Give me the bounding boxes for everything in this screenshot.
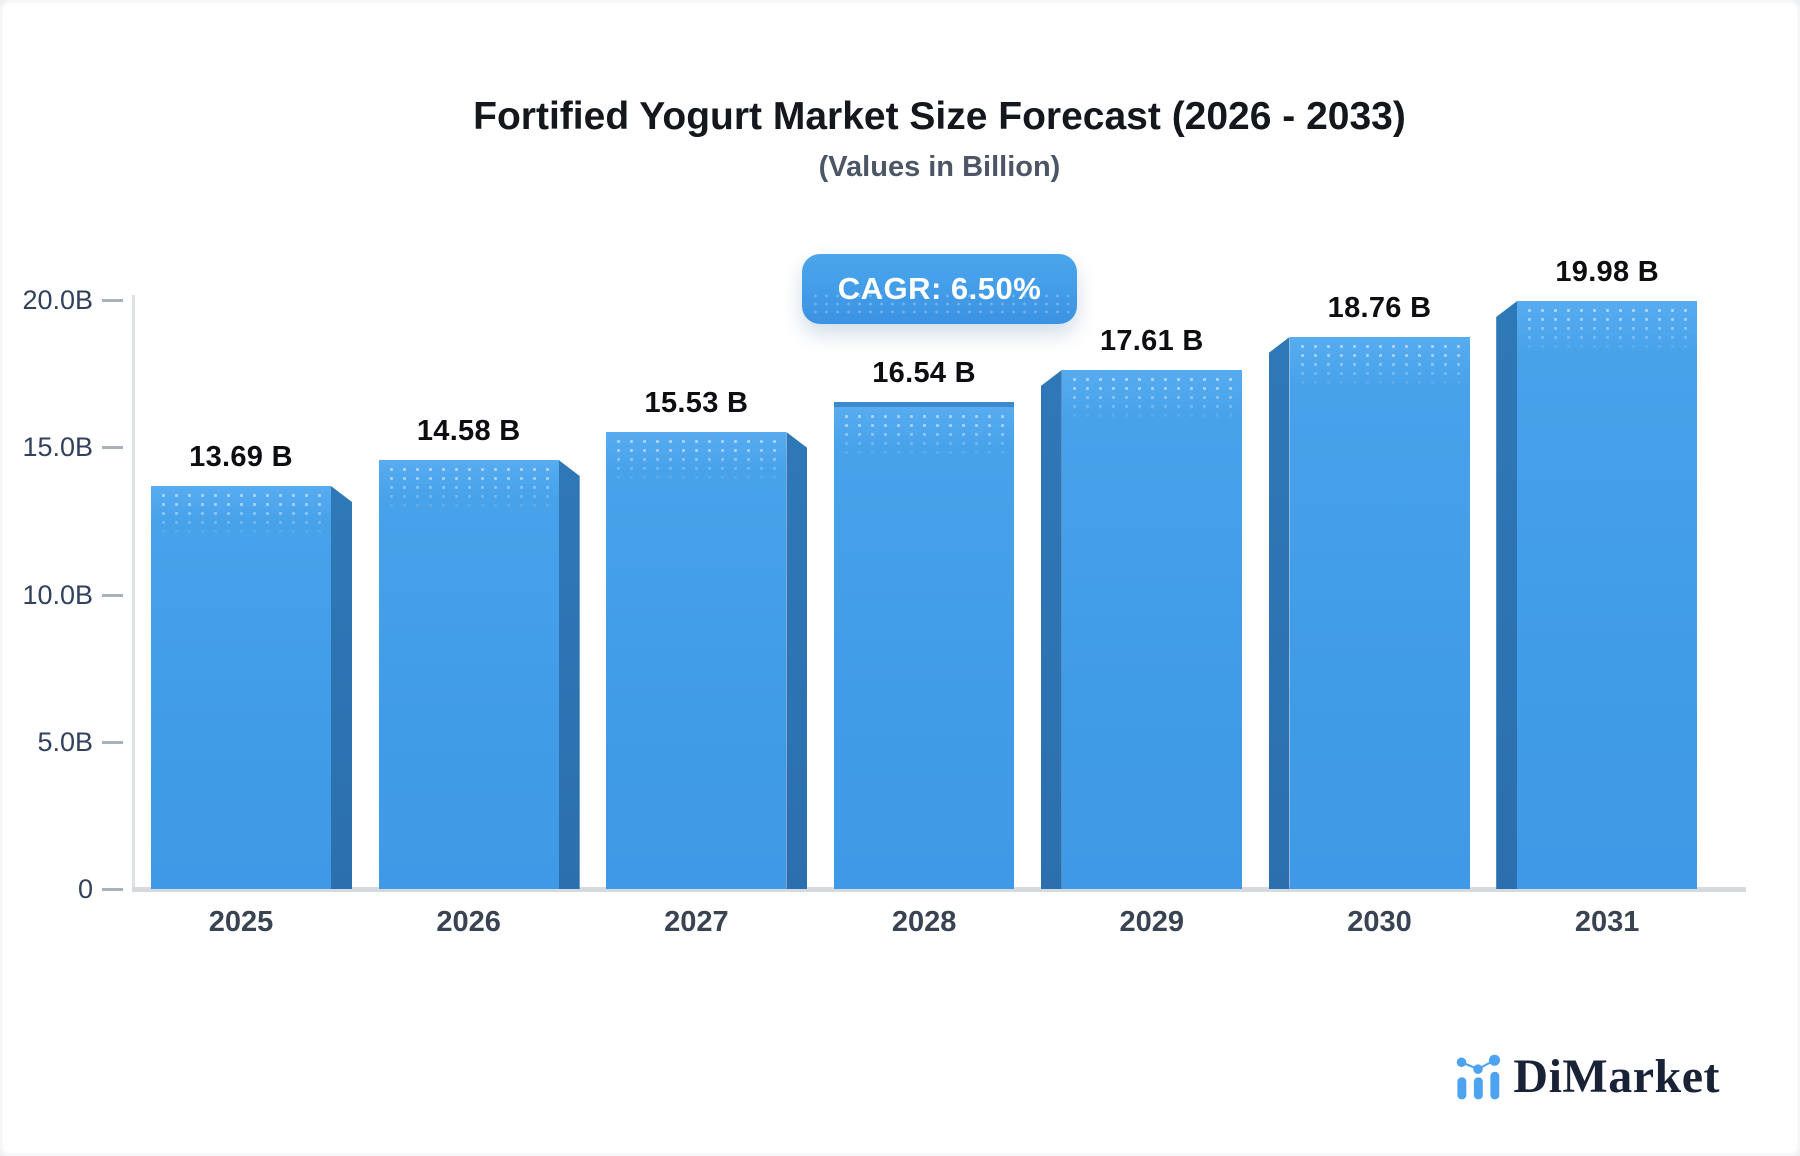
bar-3d-side: [1268, 337, 1290, 889]
x-axis-label: 2031: [1574, 906, 1640, 938]
bar-face: [834, 402, 1015, 889]
y-tick-mark: [102, 446, 123, 450]
bar-2031[interactable]: [1496, 301, 1698, 889]
bar-3d-side: [558, 460, 580, 889]
bar-3d-side: [786, 432, 808, 889]
bar-2025[interactable]: [151, 486, 352, 889]
bar-value-label: 13.69 B: [189, 441, 293, 473]
y-tick-label: 10.0B: [22, 579, 93, 610]
bar-value-label: 16.54 B: [872, 357, 976, 389]
bar-face: [151, 486, 331, 889]
cagr-badge-wrap: CAGR: 6.50%: [133, 254, 1746, 329]
x-axis-label: 2025: [208, 906, 274, 938]
y-tick-mark: [102, 740, 123, 744]
bar-value-label: 15.53 B: [644, 387, 749, 419]
y-tick-label: 0: [77, 874, 93, 904]
bar-2027[interactable]: [606, 432, 808, 889]
bar-2030[interactable]: [1268, 337, 1470, 889]
x-axis-baseline: [132, 887, 1746, 892]
plot-area: 0 5.0B 10.0B 15.0B 20.0B 13.69 B 2025 14.58 B 20…: [22, 253, 1746, 938]
bar-value-label: 18.76 B: [1327, 292, 1432, 324]
bar-2026[interactable]: [378, 460, 580, 889]
y-axis-line: [132, 295, 135, 891]
bar-3d-side: [1040, 370, 1062, 889]
y-tick-label: 20.0B: [22, 285, 93, 315]
mini-bar-chart-icon: [1457, 1054, 1501, 1100]
bar-value-label: 17.61 B: [1099, 325, 1204, 357]
bar-face: [1517, 301, 1698, 889]
bar-2029[interactable]: [1040, 370, 1242, 889]
x-axis-label: 2027: [664, 906, 729, 938]
y-tick-mark: [102, 299, 123, 302]
bar-value-label: 19.98 B: [1555, 256, 1660, 288]
y-tick-label: 15.0B: [22, 432, 93, 463]
chart-title: Fortified Yogurt Market Size Forecast (2…: [473, 95, 1406, 138]
bar-value-label: 14.58 B: [416, 415, 521, 447]
cagr-badge: CAGR: 6.50%: [801, 254, 1078, 324]
y-tick-mark: [102, 593, 123, 597]
brand-logo: DiMarket: [1456, 1051, 1720, 1101]
y-tick-mark: [102, 888, 123, 891]
x-axis-label: 2028: [891, 906, 957, 938]
x-axis-label: 2029: [1119, 906, 1185, 938]
chart-subtitle: (Values in Billion): [818, 151, 1061, 183]
bar-face: [1289, 337, 1470, 889]
bar-3d-side: [331, 486, 352, 889]
bar-3d-side: [1496, 301, 1518, 889]
bar-face: [378, 460, 559, 889]
y-tick-label: 5.0B: [37, 726, 93, 757]
bar-face: [1061, 370, 1242, 889]
brand-name: DiMarket: [1513, 1050, 1720, 1103]
bar-2028[interactable]: [834, 402, 1015, 889]
x-axis-label: 2026: [436, 906, 501, 938]
bar-face: [606, 432, 787, 889]
x-axis-label: 2030: [1347, 906, 1412, 938]
